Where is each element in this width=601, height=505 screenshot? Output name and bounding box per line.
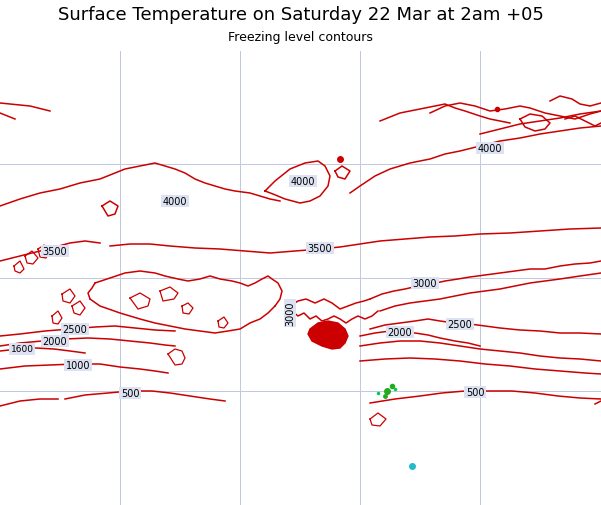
Text: Freezing level contours: Freezing level contours — [228, 31, 373, 44]
Text: 2500: 2500 — [448, 319, 472, 329]
Text: 500: 500 — [466, 387, 484, 397]
Text: 500: 500 — [121, 388, 139, 398]
Polygon shape — [308, 321, 348, 349]
Text: 2000: 2000 — [43, 336, 67, 346]
Text: 4000: 4000 — [291, 177, 316, 187]
Text: 3000: 3000 — [413, 278, 438, 288]
Text: 3500: 3500 — [43, 246, 67, 257]
Text: 1000: 1000 — [66, 360, 90, 370]
Text: 4000: 4000 — [163, 196, 188, 207]
Text: 2000: 2000 — [388, 327, 412, 337]
Text: 1600: 1600 — [10, 345, 34, 354]
Text: 3000: 3000 — [285, 301, 295, 326]
Text: 2500: 2500 — [63, 324, 87, 334]
Text: Surface Temperature on Saturday 22 Mar at 2am +05: Surface Temperature on Saturday 22 Mar a… — [58, 6, 543, 24]
Text: 3500: 3500 — [308, 243, 332, 254]
Text: 4000: 4000 — [478, 144, 502, 154]
